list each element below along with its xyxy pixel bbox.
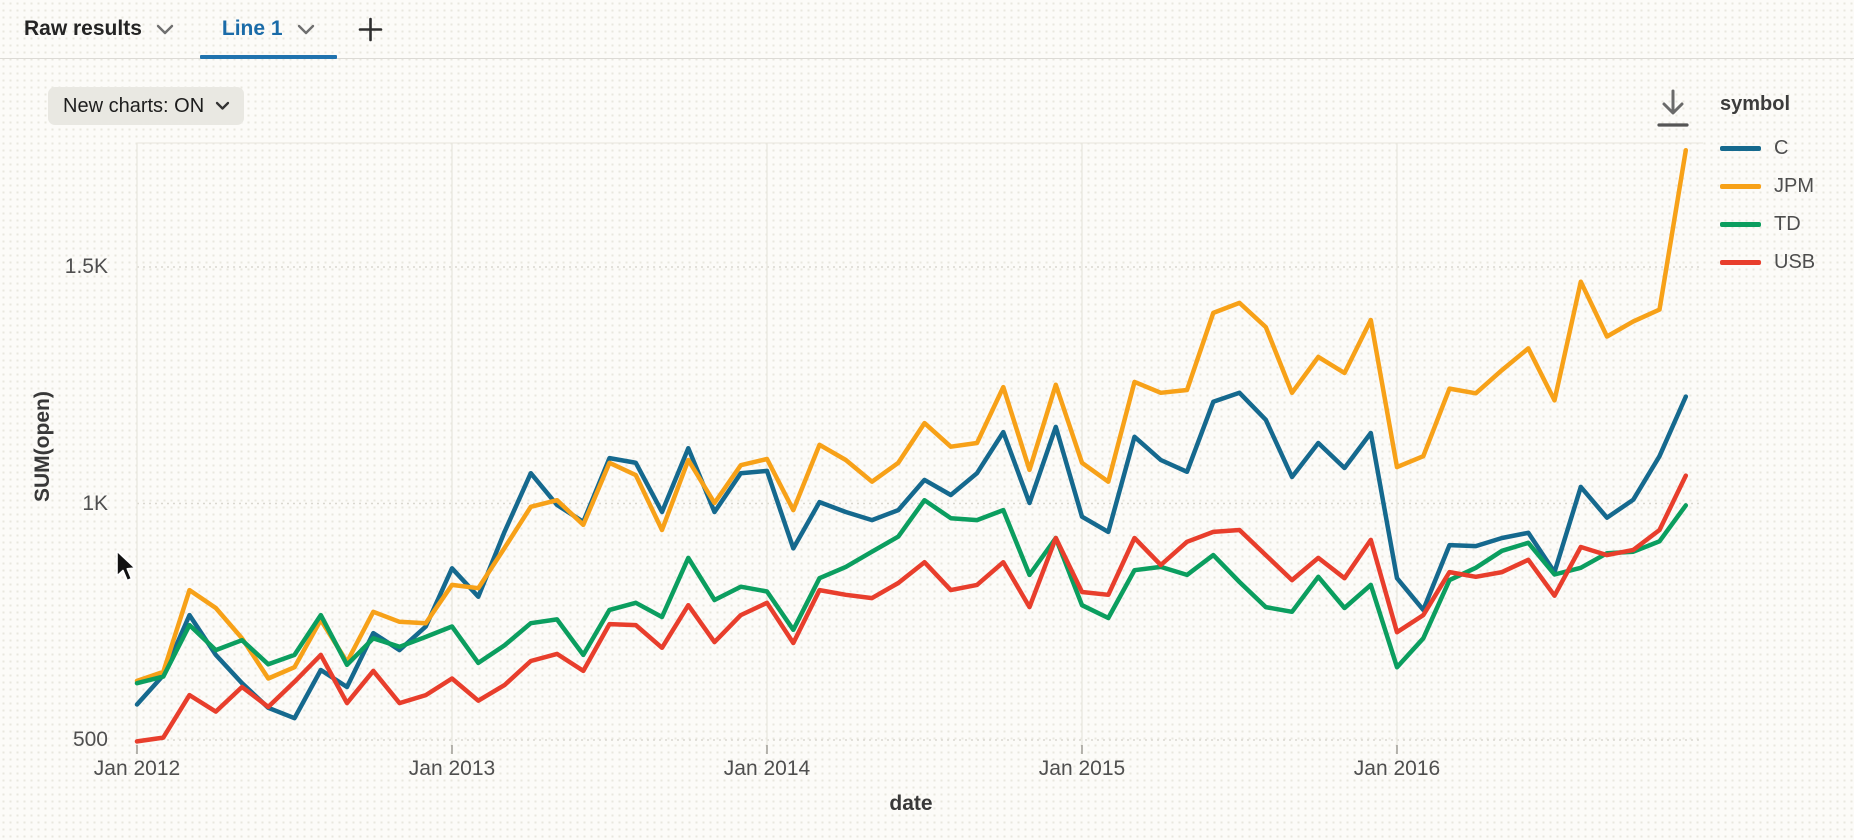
y-tick-label: 1K <box>82 491 108 515</box>
x-tick-label: Jan 2014 <box>723 757 811 780</box>
x-tick-label: Jan 2012 <box>93 757 181 780</box>
legend-swatch <box>1720 259 1761 265</box>
new-charts-label: New charts: ON <box>63 94 205 117</box>
legend-item-C[interactable]: C <box>1720 129 1815 167</box>
legend-label: C <box>1774 136 1789 159</box>
series-line-JPM <box>134 147 1689 684</box>
legend-item-TD[interactable]: TD <box>1720 205 1815 243</box>
legend: symbol C JPM TD USB <box>1720 93 1815 281</box>
mouse-cursor <box>116 550 136 582</box>
legend-item-USB[interactable]: USB <box>1720 243 1815 281</box>
chevron-down-icon <box>297 24 315 35</box>
legend-swatch <box>1720 221 1761 227</box>
legend-swatch <box>1720 145 1761 151</box>
x-axis-title: date <box>889 792 933 815</box>
tab-label: Raw results <box>24 17 142 40</box>
y-tick-label: 500 <box>72 728 108 751</box>
legend-title: symbol <box>1720 93 1791 115</box>
plus-icon <box>358 17 383 42</box>
tab-line-1[interactable]: Line 1 <box>198 0 339 59</box>
chevron-down-icon <box>215 101 230 111</box>
x-tick-label: Jan 2013 <box>408 757 496 780</box>
legend-label: USB <box>1774 250 1816 273</box>
active-tab-indicator <box>199 55 337 59</box>
legend-items: C JPM TD USB <box>1720 129 1815 281</box>
new-charts-toggle[interactable]: New charts: ON <box>48 87 245 125</box>
add-tab-button[interactable] <box>353 11 389 47</box>
series-line-TD <box>134 497 1689 686</box>
tab-raw-results[interactable]: Raw results <box>0 0 198 58</box>
y-tick-label: 1.5K <box>64 255 108 278</box>
y-axis-title: SUM(open) <box>31 391 54 502</box>
x-tick-label: Jan 2016 <box>1353 757 1441 780</box>
tab-bar: Raw results Line 1 <box>0 0 1854 59</box>
chevron-down-icon <box>156 24 174 35</box>
legend-label: JPM <box>1774 174 1814 197</box>
download-icon <box>1655 85 1691 131</box>
legend-label: TD <box>1774 212 1801 235</box>
tab-label: Line 1 <box>221 17 283 40</box>
series-line-USB <box>134 473 1689 744</box>
legend-item-JPM[interactable]: JPM <box>1720 167 1815 205</box>
x-tick-label: Jan 2015 <box>1038 757 1126 780</box>
legend-swatch <box>1720 183 1761 189</box>
download-button[interactable] <box>1655 85 1691 131</box>
